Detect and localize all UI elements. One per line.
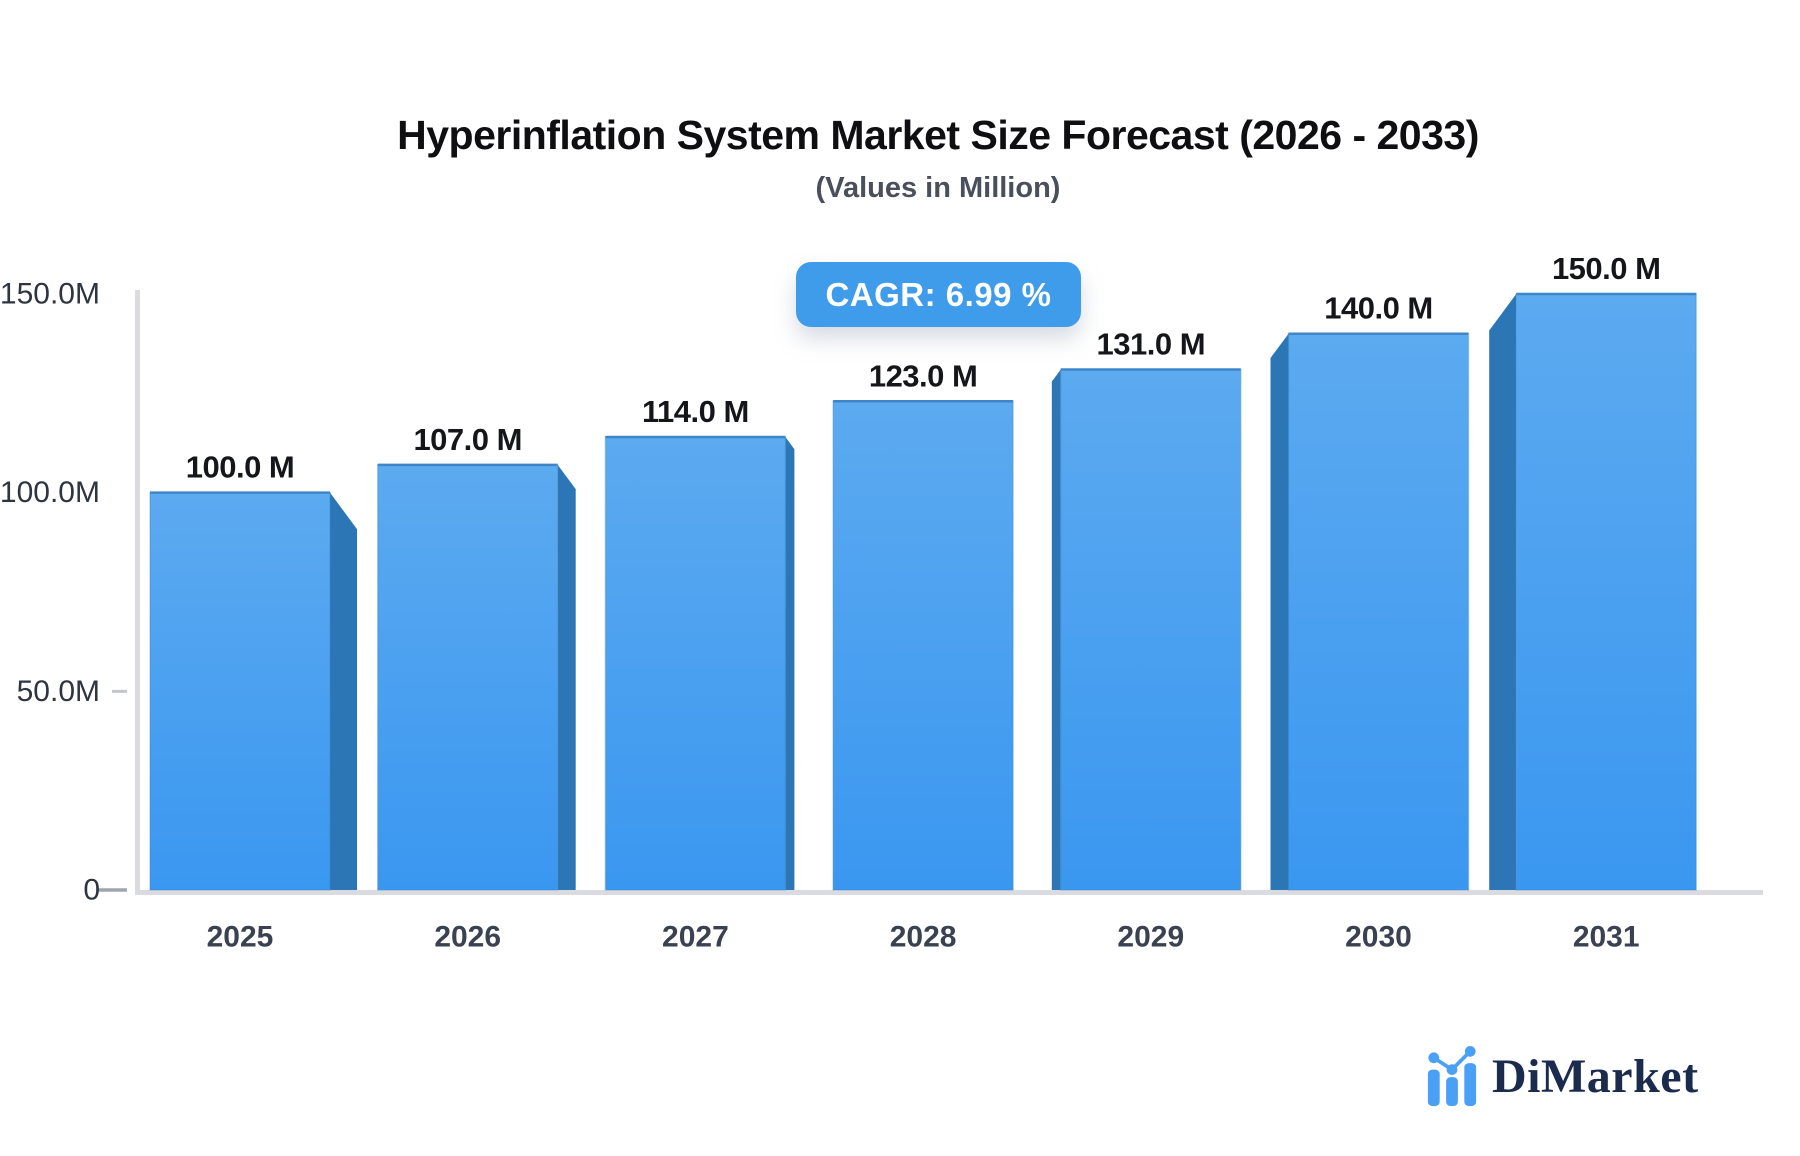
y-tick-label: 150.0M: [0, 278, 100, 311]
bar-3d-side: [557, 464, 576, 890]
bar-3d-side: [1051, 369, 1061, 890]
bar: [1287, 332, 1470, 891]
bar-value-label: 150.0 M: [1552, 251, 1661, 286]
bar-3d-side: [1270, 333, 1289, 890]
bar-value-label: 131.0 M: [1097, 326, 1206, 361]
bar: [376, 464, 559, 891]
x-tick-label: 2027: [662, 921, 729, 954]
x-tick-label: 2029: [1117, 921, 1184, 954]
bar: [1060, 368, 1242, 891]
bar-3d-side: [785, 437, 795, 890]
x-tick-label: 2025: [207, 921, 274, 954]
x-tick-label: 2026: [434, 921, 501, 954]
bar-value-label: 123.0 M: [869, 358, 978, 393]
mini-bar-line-chart-icon: [1427, 1046, 1477, 1106]
logo-text: DiMarket: [1492, 1049, 1699, 1103]
y-tick-label: 100.0M: [0, 476, 100, 509]
bar-value-label: 140.0 M: [1324, 291, 1433, 326]
bar-value-label: 107.0 M: [413, 422, 522, 457]
dimarket-logo: DiMarket: [1425, 1044, 1699, 1108]
bar: [832, 400, 1014, 891]
bar-3d-side: [1489, 294, 1517, 890]
bar-value-label: 114.0 M: [642, 394, 749, 429]
bar: [1515, 293, 1697, 891]
y-tick-label: 50.0M: [17, 675, 100, 708]
bar-value-label: 100.0 M: [186, 450, 295, 485]
bar-3d-side: [330, 492, 357, 890]
chart-title: Hyperinflation System Market Size Foreca…: [397, 112, 1479, 158]
cagr-badge: CAGR: 6.99 %: [796, 262, 1081, 327]
cagr-badge-label: CAGR: 6.99 %: [825, 275, 1052, 313]
x-tick-label: 2031: [1573, 921, 1640, 954]
x-tick-label: 2030: [1345, 921, 1412, 954]
bar: [604, 436, 787, 891]
x-tick-label: 2028: [890, 921, 957, 954]
y-tick-label: 0: [83, 874, 100, 907]
chart-subtitle: (Values in Million): [815, 172, 1061, 204]
bar: [149, 491, 331, 891]
